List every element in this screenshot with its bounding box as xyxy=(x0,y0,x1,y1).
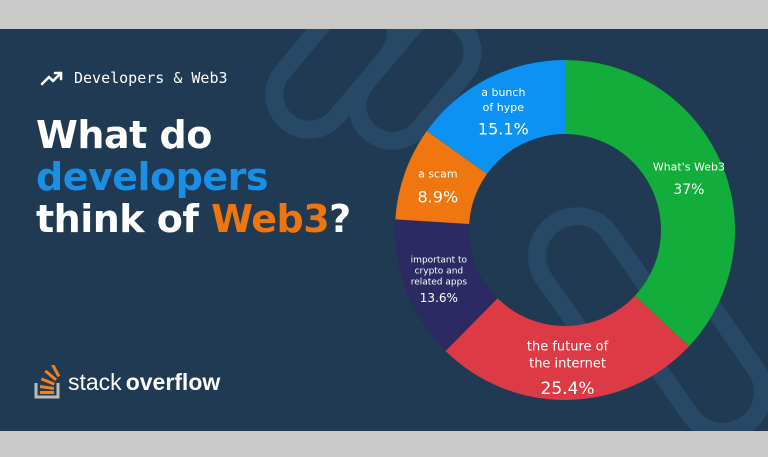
stackoverflow-logo: stack overflow xyxy=(34,365,220,399)
stackoverflow-logo-icon xyxy=(34,365,61,399)
title-line-3: think of Web3? xyxy=(36,198,351,240)
slice-label-5: a bunch of hype xyxy=(481,86,525,114)
slice-value-5: 15.1% xyxy=(478,120,529,139)
slice-label-3: important to crypto and related apps xyxy=(411,256,468,288)
slice-label-2: the future of the internet xyxy=(527,339,609,371)
donut-chart: What's Web3 37% the future of the internet 2… xyxy=(394,60,736,401)
donut-slice-2 xyxy=(445,295,689,401)
donut-slice-4 xyxy=(395,130,487,224)
donut-slice-1 xyxy=(565,60,736,347)
donut-slice-3 xyxy=(394,219,498,351)
slice-label-4: a scam xyxy=(418,168,457,181)
kicker-text: Developers & Web3 xyxy=(74,69,228,87)
title-line-1: What do xyxy=(36,113,212,157)
title-line-3-suffix: ? xyxy=(329,197,351,241)
slice-value-1: 37% xyxy=(673,182,704,198)
logo-word-overflow: overflow xyxy=(125,368,221,395)
slice-value-4: 8.9% xyxy=(418,187,459,206)
donut-slice-5 xyxy=(426,60,565,175)
title-web3-highlight: Web3 xyxy=(211,197,330,241)
trending-up-icon xyxy=(40,71,63,86)
page-title: What do developers think of Web3? xyxy=(36,114,351,240)
title-line-2: developers xyxy=(36,155,268,199)
slice-value-2: 25.4% xyxy=(541,379,595,399)
infographic-card: Developers & Web3 What do developers thi… xyxy=(0,29,768,431)
logo-word-stack: stack xyxy=(68,368,122,395)
slice-value-3: 13.6% xyxy=(420,291,458,305)
title-line-3-prefix: think of xyxy=(36,197,212,241)
section-kicker: Developers & Web3 xyxy=(40,69,228,87)
slice-label-1: What's Web3 xyxy=(653,160,725,173)
